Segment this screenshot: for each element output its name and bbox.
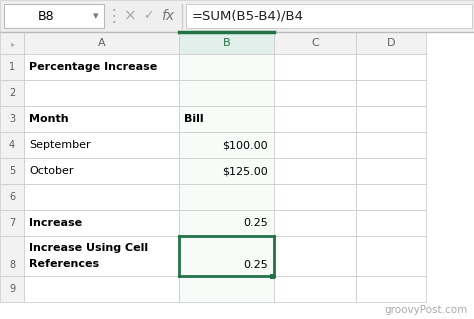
Bar [356,210,426,236]
Bar [0,236,24,276]
Text: C: C [311,38,319,48]
Bar [24,236,179,276]
Bar [24,54,179,80]
Bar [0,158,24,184]
Bar [24,210,179,236]
Bar [24,158,179,184]
Bar [0,184,24,210]
Bar [274,132,356,158]
Text: 3: 3 [9,114,15,124]
Bar [0,54,24,80]
Bar [274,210,356,236]
Text: =SUM(B5-B4)/B4: =SUM(B5-B4)/B4 [192,10,304,23]
Text: 9: 9 [9,284,15,294]
Text: References: References [29,259,99,269]
Bar [356,80,426,106]
Bar [356,276,426,302]
Bar [274,106,356,132]
Text: 6: 6 [9,192,15,202]
Bar [24,276,179,302]
Bar [356,236,426,276]
Bar [24,132,179,158]
Bar [0,106,24,132]
Text: 7: 7 [9,218,15,228]
Text: groovyPost.com: groovyPost.com [385,305,468,315]
Bar [0,32,24,54]
Text: fx: fx [162,9,174,23]
Bar [179,80,274,106]
Text: B8: B8 [38,10,55,23]
Bar [179,106,274,132]
Bar [24,184,179,210]
Bar [0,0,474,32]
Bar [274,32,356,54]
Bar [356,54,426,80]
Text: Bill: Bill [184,114,204,124]
Bar [274,276,356,302]
Bar [179,184,274,210]
Bar [0,80,24,106]
Bar [4,4,104,28]
Bar [179,236,274,276]
Bar [274,236,356,276]
Bar [274,80,356,106]
Bar [356,106,426,132]
Text: 2: 2 [9,88,15,98]
Bar [24,80,179,106]
Bar [271,273,275,278]
Bar [186,4,472,28]
Text: ✓: ✓ [143,10,153,23]
Text: D: D [387,38,395,48]
Bar [179,54,274,80]
Text: B: B [223,38,230,48]
Text: 8: 8 [9,260,15,270]
Text: Percentage Increase: Percentage Increase [29,62,157,72]
Text: 0.25: 0.25 [243,218,268,228]
Bar [356,158,426,184]
Text: ⋮: ⋮ [106,7,122,25]
Text: $125.00: $125.00 [222,166,268,176]
Text: September: September [29,140,91,150]
Text: $100.00: $100.00 [222,140,268,150]
Bar [0,132,24,158]
Text: A: A [98,38,105,48]
Bar [356,32,426,54]
Text: Month: Month [29,114,69,124]
Bar [356,132,426,158]
Bar [274,54,356,80]
Text: 0.25: 0.25 [243,260,268,270]
Bar [0,210,24,236]
Bar [24,32,179,54]
Text: 4: 4 [9,140,15,150]
Bar [356,184,426,210]
Bar [179,132,274,158]
Bar [179,158,274,184]
Bar [179,276,274,302]
Bar [0,276,24,302]
Text: October: October [29,166,73,176]
Text: ×: × [124,9,137,24]
Text: 1: 1 [9,62,15,72]
Bar [274,158,356,184]
Text: 5: 5 [9,166,15,176]
Text: ▾: ▾ [93,11,99,21]
Bar [274,184,356,210]
Text: Increase: Increase [29,218,82,228]
Bar [179,32,274,54]
Text: Increase Using Cell: Increase Using Cell [29,243,148,253]
Bar [24,106,179,132]
Bar [179,210,274,236]
Text: ▸: ▸ [11,40,15,48]
